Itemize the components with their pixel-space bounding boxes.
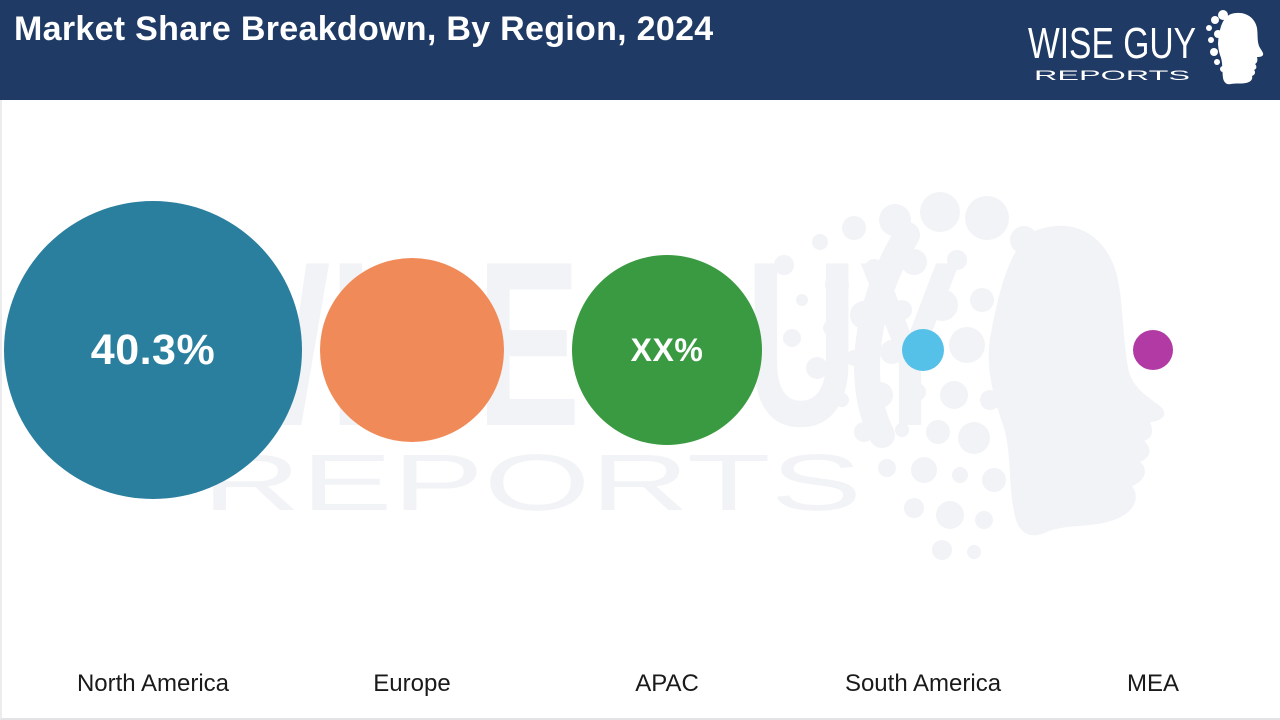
brand-logo: WISE GUY REPORTS [1028,10,1264,85]
bubble-apac: XX% [572,255,762,445]
header-bar: Market Share Breakdown, By Region, 2024 … [0,0,1280,100]
category-label-mea: MEA [1126,670,1179,697]
category-label-north-america: North America [76,670,230,697]
brand-face-icon [1206,10,1264,85]
watermark-face-silhouette [988,225,1165,536]
bubble-north-america: 40.3% [4,201,302,499]
brand-logo-subtext: REPORTS [1034,67,1190,83]
bubble-europe [320,258,504,442]
category-label-apac: APAC [635,670,699,697]
category-label-europe: Europe [373,670,451,697]
bubble-mea [1133,330,1173,370]
brand-logo-wordmark: WISE GUY [1028,19,1196,68]
bubble-value: XX% [630,331,704,368]
watermark-head-arc [854,222,920,448]
bubble-chart: WISE GUY REPORTS [0,100,1280,720]
page-title: Market Share Breakdown, By Region, 2024 [14,10,714,48]
bubble-value: 40.3% [90,325,216,374]
category-label-south-america: South America [844,670,1002,697]
watermark-subtext: REPORTS [202,438,862,527]
watermark: WISE GUY REPORTS [182,192,1165,560]
bubble-south-america [902,329,944,371]
